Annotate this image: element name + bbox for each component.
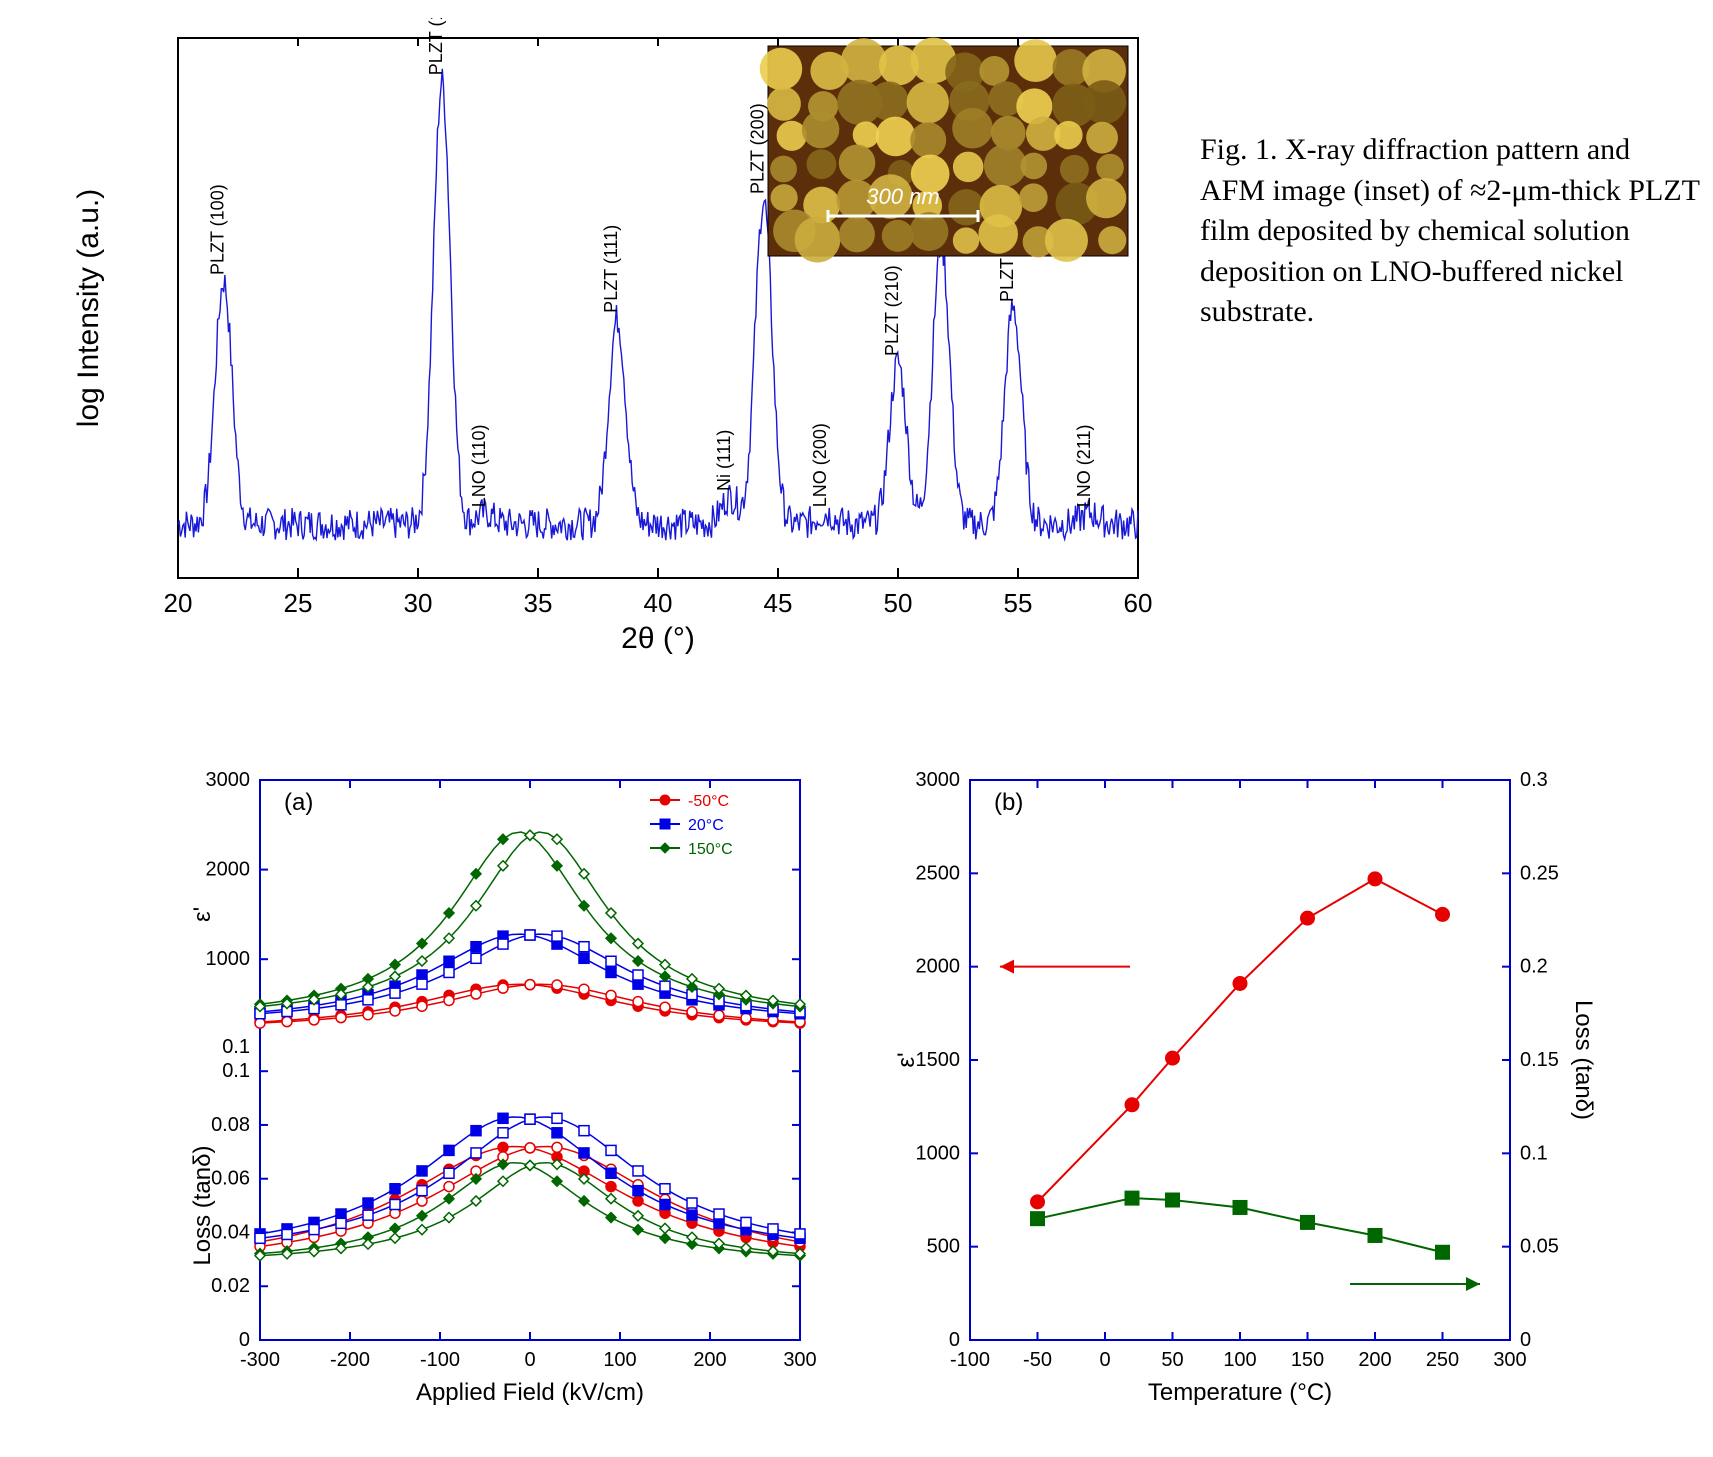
svg-text:30: 30 [404, 588, 433, 618]
svg-text:20°C: 20°C [688, 817, 724, 834]
svg-text:200: 200 [693, 1349, 726, 1371]
svg-text:0.15: 0.15 [1520, 1049, 1559, 1071]
svg-text:3000: 3000 [916, 769, 961, 791]
svg-text:2000: 2000 [916, 956, 961, 978]
svg-text:-100: -100 [420, 1349, 460, 1371]
svg-text:-300: -300 [240, 1349, 280, 1371]
svg-text:(a): (a) [284, 789, 313, 816]
svg-text:50: 50 [884, 588, 913, 618]
svg-text:PLZT (200): PLZT (200) [748, 103, 768, 194]
svg-text:PLZT (111): PLZT (111) [601, 225, 621, 313]
svg-text:0.08: 0.08 [211, 1114, 250, 1136]
figure-1-caption: Fig. 1. X-ray diffraction pattern and AF… [1200, 130, 1700, 333]
svg-text:3000: 3000 [206, 769, 251, 791]
svg-text:150: 150 [1291, 1349, 1324, 1371]
svg-text:0.06: 0.06 [211, 1168, 250, 1190]
svg-text:PLZT (100): PLZT (100) [208, 184, 228, 275]
svg-text:0.1: 0.1 [222, 1036, 250, 1058]
svg-text:100: 100 [603, 1349, 636, 1371]
svg-text:0.04: 0.04 [211, 1221, 250, 1243]
svg-text:60: 60 [1124, 588, 1153, 618]
svg-text:Ni (111): Ni (111) [714, 430, 734, 491]
svg-text:Applied Field (kV/cm): Applied Field (kV/cm) [416, 1379, 644, 1406]
svg-text:300: 300 [783, 1349, 816, 1371]
svg-text:LNO (211): LNO (211) [1074, 424, 1094, 507]
svg-text:ε': ε' [189, 907, 216, 922]
svg-text:1000: 1000 [206, 948, 251, 970]
svg-text:LNO (200): LNO (200) [810, 423, 830, 507]
svg-text:2000: 2000 [206, 859, 251, 881]
svg-text:0.05: 0.05 [1520, 1236, 1559, 1258]
figure-1: 20 25 30 35 40 45 50 55 60 2θ (°) log Intensity (a… [58, 18, 1158, 678]
svg-text:Loss (tanδ): Loss (tanδ) [189, 1146, 216, 1266]
svg-text:45: 45 [764, 588, 793, 618]
svg-text:1000: 1000 [916, 1142, 961, 1164]
svg-text:-50°C: -50°C [688, 793, 729, 810]
dielectric-charts: -300-200-1000100200300Applied Field (kV/… [180, 750, 1600, 1450]
svg-text:0.1: 0.1 [1520, 1142, 1548, 1164]
svg-text:0.3: 0.3 [1520, 769, 1548, 791]
svg-text:55: 55 [1004, 588, 1033, 618]
svg-text:0.02: 0.02 [211, 1275, 250, 1297]
svg-text:Loss (tanδ): Loss (tanδ) [1570, 1000, 1597, 1120]
svg-text:0: 0 [1520, 1329, 1531, 1351]
svg-text:20: 20 [164, 588, 193, 618]
svg-text:250: 250 [1426, 1349, 1459, 1371]
svg-text:0: 0 [949, 1329, 960, 1351]
svg-text:25: 25 [284, 588, 313, 618]
svg-text:0.2: 0.2 [1520, 956, 1548, 978]
svg-text:Temperature (°C): Temperature (°C) [1148, 1379, 1332, 1406]
svg-text:(b): (b) [994, 789, 1023, 816]
svg-text:100: 100 [1223, 1349, 1256, 1371]
xrd-chart: 20 25 30 35 40 45 50 55 60 2θ (°) log Intensity (a… [58, 18, 1158, 678]
svg-text:300 nm: 300 nm [866, 184, 939, 209]
svg-text:log Intensity (a.u.): log Intensity (a.u.) [72, 189, 105, 427]
svg-text:0: 0 [1099, 1349, 1110, 1371]
svg-text:40: 40 [644, 588, 673, 618]
svg-text:300: 300 [1493, 1349, 1526, 1371]
svg-text:-50: -50 [1023, 1349, 1052, 1371]
svg-text:LNO (110): LNO (110) [469, 424, 489, 507]
svg-text:-100: -100 [950, 1349, 990, 1371]
svg-text:PLZT (110): PLZT (110) [426, 18, 446, 75]
svg-text:0.1: 0.1 [222, 1060, 250, 1082]
svg-text:0: 0 [239, 1329, 250, 1351]
svg-text:150°C: 150°C [688, 841, 733, 858]
figure-2: -300-200-1000100200300Applied Field (kV/… [180, 750, 1600, 1450]
svg-text:0: 0 [524, 1349, 535, 1371]
svg-text:2θ (°): 2θ (°) [621, 622, 695, 655]
svg-text:2500: 2500 [916, 862, 961, 884]
svg-text:1500: 1500 [916, 1049, 961, 1071]
svg-text:ε': ε' [893, 1052, 920, 1067]
svg-text:35: 35 [524, 588, 553, 618]
svg-text:50: 50 [1161, 1349, 1183, 1371]
svg-text:200: 200 [1358, 1349, 1391, 1371]
svg-text:0.25: 0.25 [1520, 862, 1559, 884]
svg-text:-200: -200 [330, 1349, 370, 1371]
svg-text:500: 500 [927, 1236, 960, 1258]
svg-text:PLZT (210): PLZT (210) [882, 265, 902, 356]
